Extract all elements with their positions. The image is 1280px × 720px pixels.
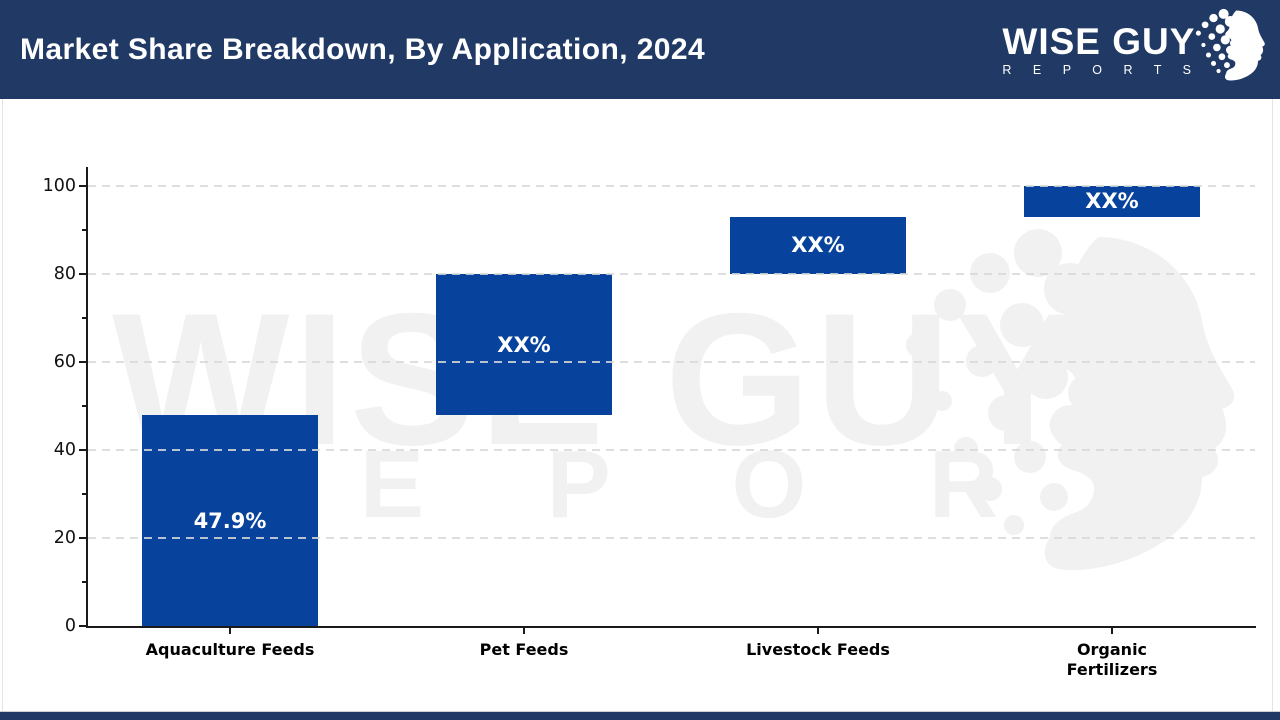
chart-area: WISE GUY R E P O R T S 47.9%XX%XX%XX%020…	[0, 99, 1280, 712]
left-border	[2, 99, 3, 712]
y-tick-label: 80	[53, 264, 76, 284]
x-tick-label: Organic Fertilizers	[1066, 640, 1158, 679]
x-tick	[229, 628, 231, 634]
y-minor-tick	[82, 317, 87, 319]
wise-guy-reports-logo: WISE GUY R E P O R T S	[1002, 4, 1274, 96]
bar: XX%	[1024, 186, 1200, 217]
y-minor-tick	[82, 581, 87, 583]
bar: XX%	[730, 216, 906, 274]
y-axis-line	[86, 167, 88, 628]
y-tick-label: 100	[42, 176, 76, 196]
y-tick	[79, 361, 87, 363]
y-minor-tick	[82, 229, 87, 231]
x-tick-label: Livestock Feeds	[746, 640, 890, 659]
y-tick-label: 40	[53, 440, 76, 460]
y-tick	[79, 625, 87, 627]
y-tick-label: 20	[53, 528, 76, 548]
logo-wordmark-line2: R E P O R T S	[1002, 63, 1200, 77]
y-minor-tick	[82, 493, 87, 495]
gridline	[88, 449, 1255, 451]
gridline	[88, 273, 1255, 275]
bar-value-label: XX%	[1085, 189, 1139, 214]
y-tick-label: 60	[53, 352, 76, 372]
logo-wordmark: WISE GUY R E P O R T S	[1002, 23, 1200, 77]
logo-head-icon	[1195, 8, 1265, 81]
y-tick-label: 0	[64, 616, 76, 636]
page-title: Market Share Breakdown, By Application, …	[20, 32, 706, 66]
y-minor-tick	[82, 405, 87, 407]
watermark-reports: R E P O R T S	[168, 431, 1280, 538]
x-tick	[817, 628, 819, 634]
y-tick	[79, 273, 87, 275]
gridline	[88, 537, 1255, 539]
x-tick-label: Pet Feeds	[479, 640, 569, 659]
x-tick	[523, 628, 525, 634]
x-tick	[1111, 628, 1113, 634]
footer-bar	[0, 712, 1280, 720]
logo-wordmark-line1: WISE GUY	[1002, 21, 1196, 62]
y-tick	[79, 449, 87, 451]
x-axis-line	[86, 626, 1256, 628]
header: Market Share Breakdown, By Application, …	[0, 0, 1280, 99]
x-tick-label: Aquaculture Feeds	[145, 640, 315, 659]
bar-value-label: XX%	[791, 233, 845, 258]
right-border	[1272, 99, 1273, 712]
bar: XX%	[436, 274, 612, 416]
gridline	[88, 361, 1255, 363]
watermark-head-icon	[906, 229, 1235, 570]
bar-value-label: 47.9%	[193, 508, 267, 533]
bar-value-label: XX%	[497, 332, 551, 357]
y-tick	[79, 537, 87, 539]
gridline	[88, 185, 1255, 187]
bar: 47.9%	[142, 415, 318, 626]
y-tick	[79, 185, 87, 187]
bottom-hairline	[0, 711, 1280, 712]
